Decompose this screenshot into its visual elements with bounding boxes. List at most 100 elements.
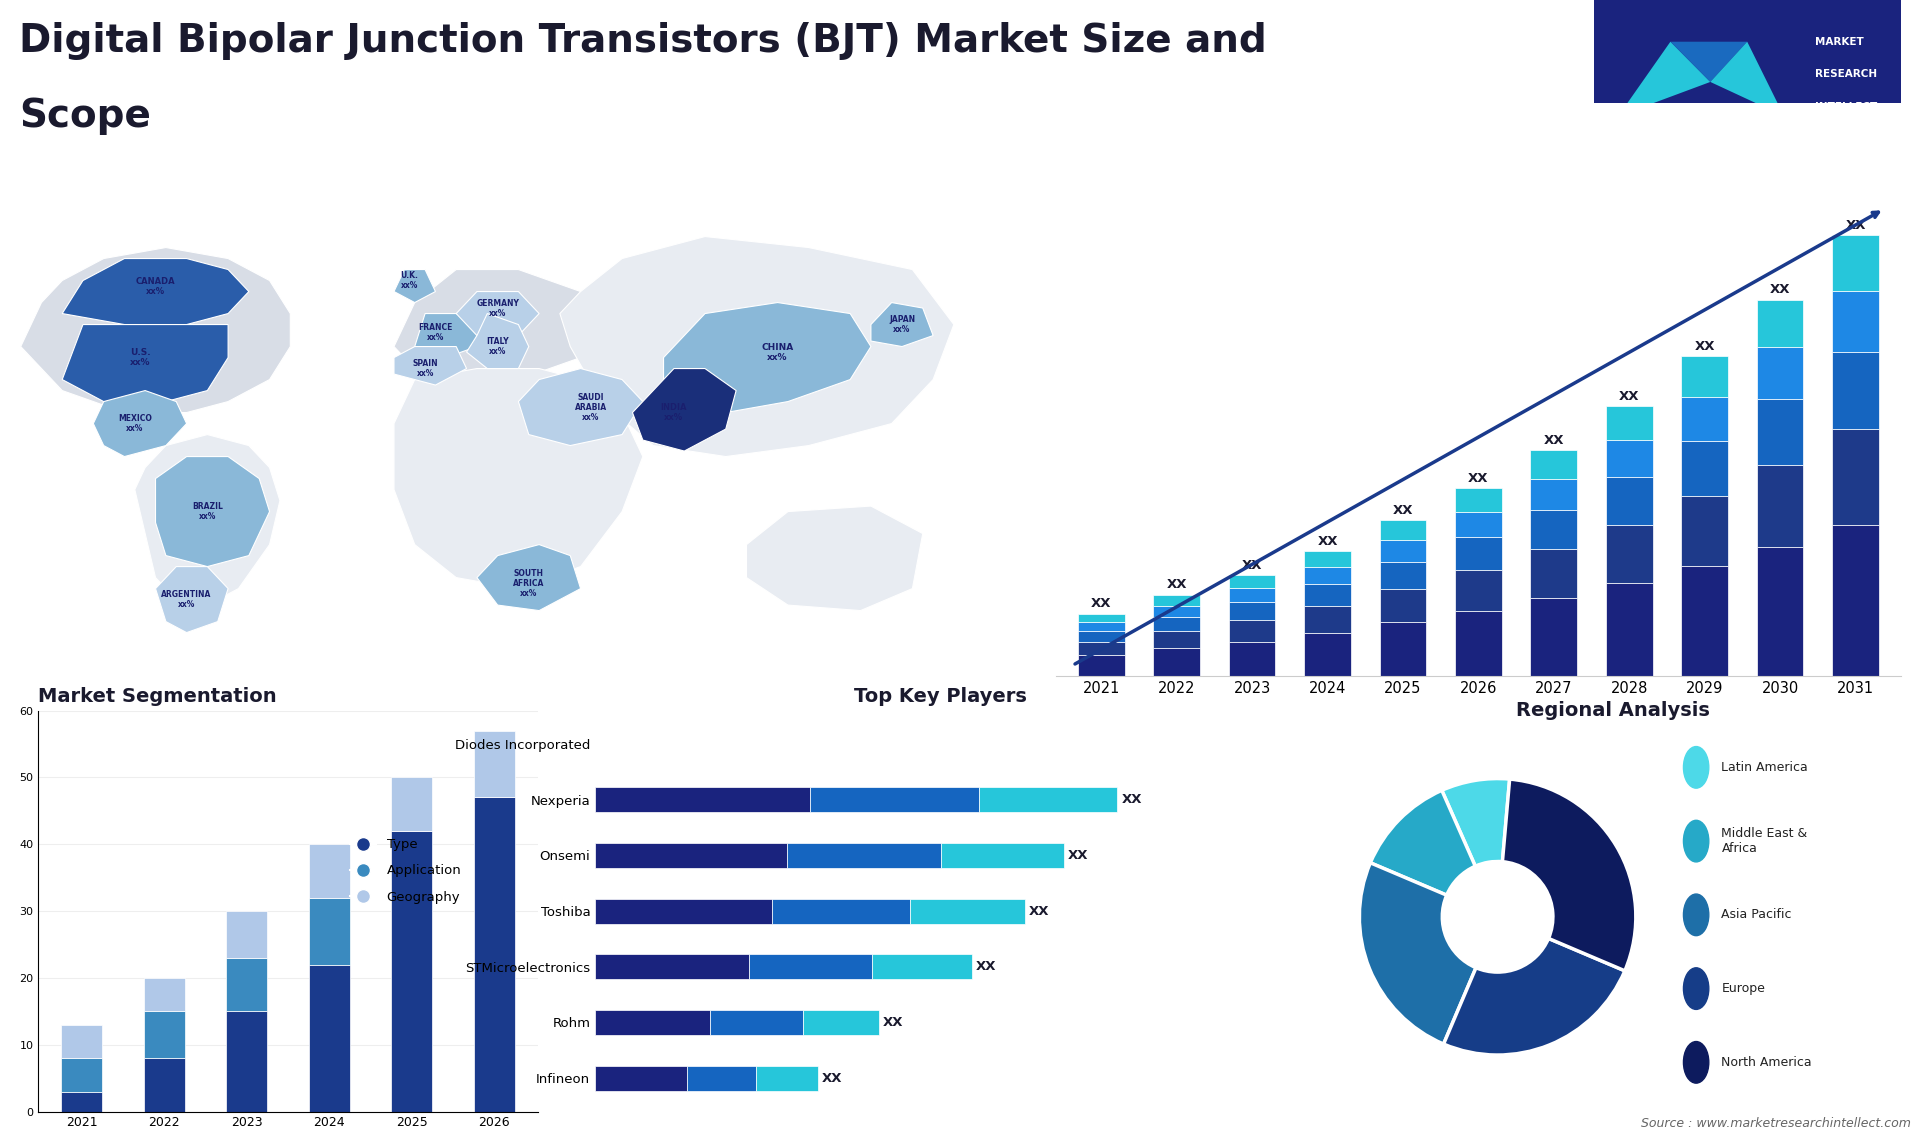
Text: XX: XX xyxy=(1091,597,1112,611)
Text: U.S.
xx%: U.S. xx% xyxy=(131,348,150,367)
Bar xyxy=(1682,496,1728,566)
Bar xyxy=(1682,566,1728,676)
Bar xyxy=(1757,299,1803,347)
Text: XX: XX xyxy=(1695,340,1715,353)
Title: Top Key Players: Top Key Players xyxy=(854,688,1027,706)
Bar xyxy=(1455,537,1501,571)
Bar xyxy=(61,1091,102,1112)
Bar xyxy=(1605,440,1653,478)
Text: XX: XX xyxy=(1317,535,1338,548)
Text: Regional Analysis: Regional Analysis xyxy=(1517,701,1709,720)
Bar xyxy=(1530,549,1576,598)
Bar xyxy=(1832,525,1880,676)
Bar xyxy=(144,978,184,1011)
Bar xyxy=(1229,620,1275,642)
Polygon shape xyxy=(561,236,954,456)
Text: Asia Pacific: Asia Pacific xyxy=(1722,909,1791,921)
Bar xyxy=(1530,510,1576,549)
Bar xyxy=(1757,464,1803,547)
Polygon shape xyxy=(394,369,643,589)
Text: North America: North America xyxy=(1722,1055,1812,1069)
Text: XX: XX xyxy=(1469,472,1488,485)
Bar xyxy=(1832,291,1880,352)
Wedge shape xyxy=(1442,778,1509,866)
Text: CANADA
xx%: CANADA xx% xyxy=(136,276,175,296)
Text: XX: XX xyxy=(822,1072,843,1085)
Bar xyxy=(1455,571,1501,611)
Circle shape xyxy=(1684,967,1709,1010)
Text: XX: XX xyxy=(1544,434,1565,447)
Bar xyxy=(1682,441,1728,496)
FancyBboxPatch shape xyxy=(1582,0,1912,155)
Bar xyxy=(1455,511,1501,537)
Bar xyxy=(710,1010,803,1035)
Circle shape xyxy=(1684,894,1709,935)
Circle shape xyxy=(1684,821,1709,862)
Bar xyxy=(1077,630,1125,642)
Bar xyxy=(309,965,349,1112)
Bar xyxy=(1229,642,1275,676)
Bar xyxy=(810,787,979,813)
Text: Middle East &
Africa: Middle East & Africa xyxy=(1722,827,1809,855)
Bar xyxy=(1757,347,1803,399)
Polygon shape xyxy=(94,391,186,456)
Bar xyxy=(1304,551,1352,567)
Bar xyxy=(1380,562,1427,589)
Bar xyxy=(772,898,910,924)
Text: XX: XX xyxy=(1068,849,1089,862)
Wedge shape xyxy=(1359,863,1476,1044)
Text: SOUTH
AFRICA
xx%: SOUTH AFRICA xx% xyxy=(513,568,545,597)
Text: U.K.
xx%: U.K. xx% xyxy=(401,270,419,290)
Polygon shape xyxy=(394,269,601,379)
Polygon shape xyxy=(1711,41,1784,116)
Bar xyxy=(1154,617,1200,630)
Polygon shape xyxy=(476,544,580,611)
Polygon shape xyxy=(156,456,269,566)
Bar xyxy=(1605,406,1653,440)
Bar xyxy=(595,1010,710,1035)
Bar xyxy=(756,1066,818,1091)
Bar xyxy=(803,1010,879,1035)
Bar xyxy=(1605,478,1653,525)
Bar xyxy=(1154,630,1200,649)
Bar xyxy=(227,911,267,958)
Bar xyxy=(1380,622,1427,676)
Text: XX: XX xyxy=(1392,504,1413,517)
Polygon shape xyxy=(467,314,528,369)
Wedge shape xyxy=(1371,791,1475,895)
Polygon shape xyxy=(134,434,280,605)
Bar xyxy=(144,1058,184,1112)
Polygon shape xyxy=(632,369,735,452)
Text: MARKET: MARKET xyxy=(1814,37,1864,47)
Text: Latin America: Latin America xyxy=(1722,761,1809,774)
Text: CHINA
xx%: CHINA xx% xyxy=(762,343,793,362)
Text: XX: XX xyxy=(975,960,996,973)
Bar xyxy=(787,842,941,868)
Bar xyxy=(309,845,349,897)
Bar xyxy=(687,1066,756,1091)
Bar xyxy=(595,787,810,813)
Bar xyxy=(979,787,1117,813)
Polygon shape xyxy=(61,324,228,401)
Text: SPAIN
xx%: SPAIN xx% xyxy=(413,359,438,378)
Polygon shape xyxy=(394,346,467,385)
Bar xyxy=(1077,622,1125,630)
Bar xyxy=(1832,429,1880,525)
Text: ARGENTINA
xx%: ARGENTINA xx% xyxy=(161,590,211,610)
Bar xyxy=(1304,567,1352,584)
Bar xyxy=(749,955,872,980)
Text: MEXICO
xx%: MEXICO xx% xyxy=(117,414,152,433)
Polygon shape xyxy=(61,259,250,324)
Text: XX: XX xyxy=(1167,579,1187,591)
Bar xyxy=(1229,575,1275,588)
Bar xyxy=(474,731,515,798)
Bar xyxy=(1757,399,1803,464)
Bar xyxy=(595,955,749,980)
Bar xyxy=(392,831,432,1112)
Polygon shape xyxy=(518,369,643,446)
Bar xyxy=(1229,603,1275,620)
Text: GERMANY
xx%: GERMANY xx% xyxy=(476,298,518,317)
Bar xyxy=(1757,547,1803,676)
Text: Market Segmentation: Market Segmentation xyxy=(38,688,276,706)
Bar xyxy=(1154,649,1200,676)
